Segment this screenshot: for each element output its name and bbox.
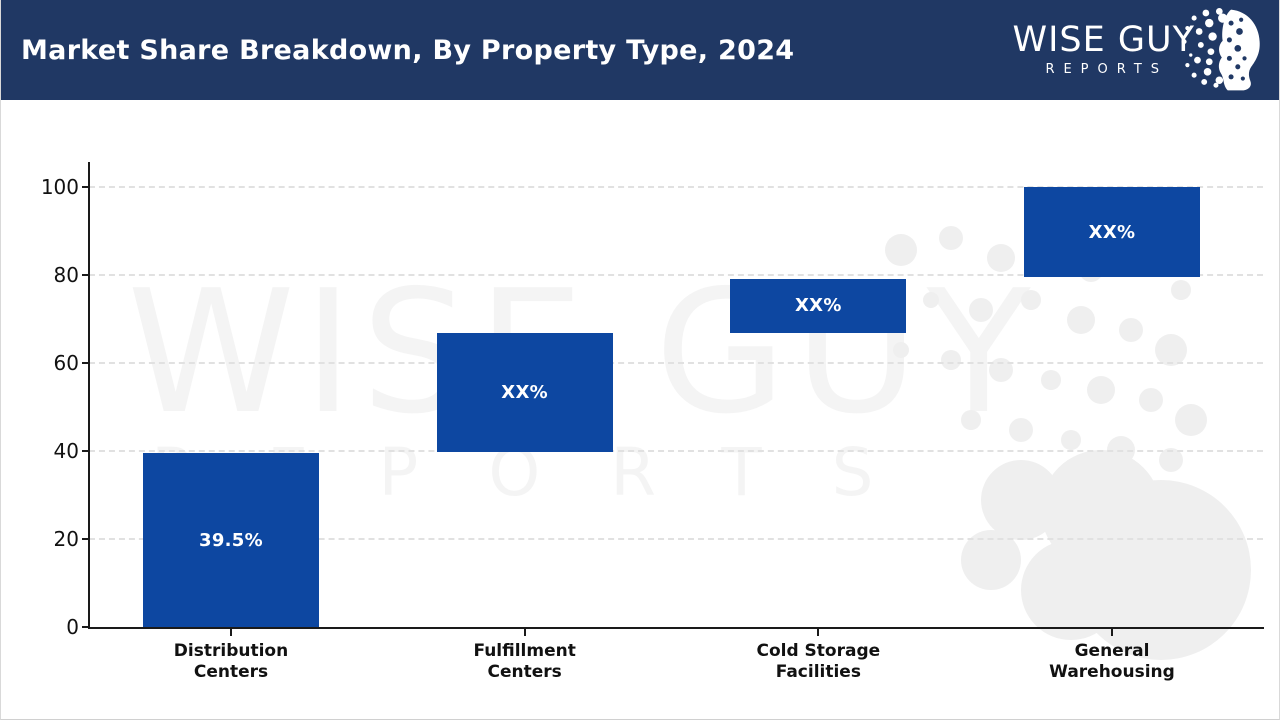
x-tick-mark xyxy=(817,629,820,636)
x-tick-mark xyxy=(230,629,232,636)
category-label-2: Cold Storage Facilities xyxy=(708,641,928,683)
bar-value-label: XX% xyxy=(794,295,842,317)
category-label-line2: Facilities xyxy=(775,662,861,682)
bar-value-label: XX% xyxy=(1088,221,1136,243)
y-tick-mark xyxy=(82,274,89,276)
logo-wordmark: WISE GUY xyxy=(1012,20,1195,60)
y-tick-label: 0 xyxy=(66,615,79,639)
category-label-line2: Centers xyxy=(193,662,269,682)
y-tick-mark xyxy=(82,538,89,540)
bar-3: XX% xyxy=(1024,187,1200,278)
bar-1: XX% xyxy=(436,333,613,452)
category-label-3: General Warehousing xyxy=(1002,641,1222,683)
gridline-y60 xyxy=(89,362,1263,364)
y-tick-mark xyxy=(82,450,89,452)
y-tick-mark xyxy=(82,186,89,188)
waterfall-chart: WISE GUY REPORTS 02040608010039.5%Distri… xyxy=(1,100,1279,719)
bar-0: 39.5% xyxy=(143,453,319,627)
wiseguy-logo: WISE GUY REPORTS xyxy=(1012,6,1263,94)
x-tick-mark xyxy=(523,629,526,636)
page-title: Market Share Breakdown, By Property Type… xyxy=(21,34,795,66)
watermark-face-icon xyxy=(885,226,1251,660)
bar-value-label: 39.5% xyxy=(199,529,263,551)
logo-text: WISE GUY REPORTS xyxy=(1012,20,1195,78)
y-tick-label: 40 xyxy=(53,439,79,463)
gridline-y40 xyxy=(89,450,1263,452)
y-axis-line xyxy=(88,162,90,629)
category-label-0: Distribution Centers xyxy=(121,641,341,683)
x-axis-line xyxy=(88,627,1264,629)
category-label-line1: General xyxy=(1074,641,1150,661)
category-label-line2: Warehousing xyxy=(1049,662,1175,682)
bar-2: XX% xyxy=(730,278,907,334)
bar-value-label: XX% xyxy=(501,381,548,403)
header: Market Share Breakdown, By Property Type… xyxy=(1,0,1279,100)
gridline-y20 xyxy=(89,538,1263,540)
y-tick-label: 80 xyxy=(53,263,79,287)
category-label-line1: Distribution xyxy=(173,641,289,661)
x-tick-mark xyxy=(1111,629,1113,636)
y-tick-mark xyxy=(82,362,89,364)
y-tick-label: 20 xyxy=(53,527,79,551)
y-tick-label: 60 xyxy=(53,351,79,375)
gridline-y80 xyxy=(89,274,1263,276)
y-tick-label: 100 xyxy=(40,175,79,199)
logo-subtitle: REPORTS xyxy=(1045,62,1169,77)
gridline-y100 xyxy=(89,186,1263,188)
category-label-line1: Cold Storage xyxy=(756,641,881,661)
y-tick-mark xyxy=(82,626,89,628)
category-label-line1: Fulfillment xyxy=(473,641,576,661)
wiseguy-face-icon xyxy=(1181,8,1260,91)
category-label-line2: Centers xyxy=(487,662,562,682)
category-label-1: Fulfillment Centers xyxy=(415,641,635,683)
